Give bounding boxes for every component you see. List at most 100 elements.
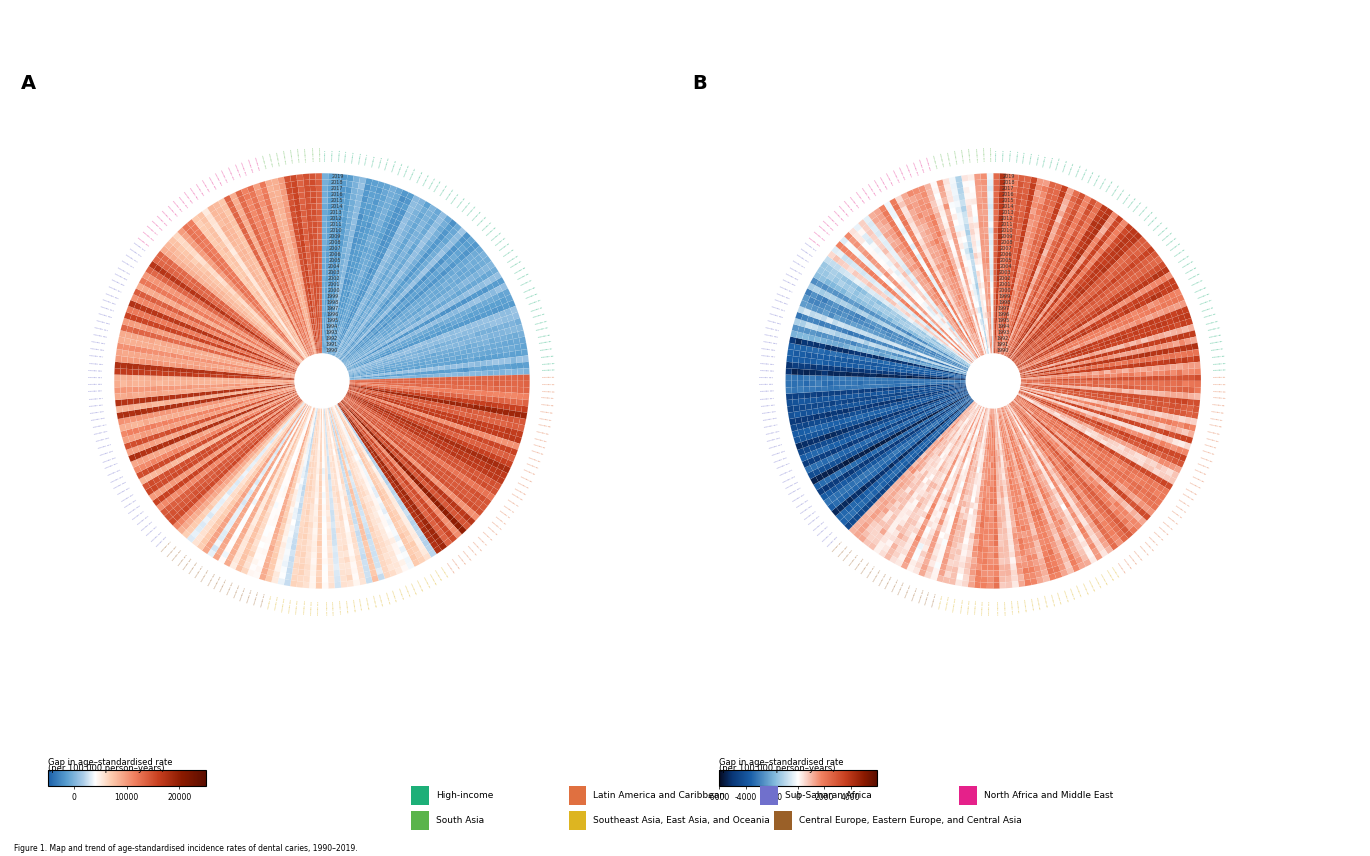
Polygon shape bbox=[275, 306, 281, 312]
Polygon shape bbox=[290, 370, 296, 372]
Polygon shape bbox=[399, 243, 406, 251]
Polygon shape bbox=[1022, 430, 1026, 436]
Polygon shape bbox=[222, 508, 230, 516]
Polygon shape bbox=[1071, 297, 1077, 303]
Polygon shape bbox=[1025, 389, 1032, 391]
Polygon shape bbox=[356, 360, 362, 364]
Polygon shape bbox=[954, 276, 958, 282]
Polygon shape bbox=[1051, 240, 1058, 247]
Polygon shape bbox=[815, 376, 822, 381]
Polygon shape bbox=[1070, 419, 1077, 425]
Polygon shape bbox=[278, 414, 284, 419]
Polygon shape bbox=[797, 375, 804, 381]
Polygon shape bbox=[292, 368, 297, 372]
Polygon shape bbox=[937, 427, 944, 433]
Polygon shape bbox=[995, 312, 997, 318]
Polygon shape bbox=[188, 393, 193, 397]
Polygon shape bbox=[954, 359, 959, 362]
Polygon shape bbox=[296, 538, 303, 545]
Polygon shape bbox=[347, 402, 352, 407]
Polygon shape bbox=[888, 228, 895, 236]
Polygon shape bbox=[516, 393, 523, 400]
Polygon shape bbox=[1091, 473, 1097, 479]
Polygon shape bbox=[974, 354, 978, 359]
Polygon shape bbox=[245, 431, 252, 437]
Polygon shape bbox=[1099, 527, 1107, 536]
Polygon shape bbox=[381, 304, 386, 310]
Polygon shape bbox=[352, 574, 359, 580]
Polygon shape bbox=[429, 285, 437, 292]
Polygon shape bbox=[1018, 369, 1025, 372]
Polygon shape bbox=[940, 493, 945, 500]
Polygon shape bbox=[374, 354, 379, 359]
Polygon shape bbox=[467, 427, 474, 434]
Polygon shape bbox=[297, 284, 301, 290]
Polygon shape bbox=[195, 501, 203, 508]
Polygon shape bbox=[196, 314, 203, 320]
Polygon shape bbox=[1119, 405, 1126, 410]
Polygon shape bbox=[427, 312, 434, 319]
Polygon shape bbox=[269, 360, 274, 364]
Polygon shape bbox=[323, 342, 326, 348]
Polygon shape bbox=[349, 248, 355, 255]
Polygon shape bbox=[244, 448, 251, 455]
Polygon shape bbox=[1100, 408, 1107, 413]
Polygon shape bbox=[1022, 362, 1029, 366]
Polygon shape bbox=[225, 419, 232, 425]
Polygon shape bbox=[895, 363, 901, 366]
Polygon shape bbox=[1041, 493, 1047, 500]
Polygon shape bbox=[858, 338, 864, 344]
Polygon shape bbox=[503, 302, 510, 310]
Polygon shape bbox=[353, 321, 359, 327]
Polygon shape bbox=[806, 352, 812, 359]
Polygon shape bbox=[970, 421, 974, 427]
Polygon shape bbox=[403, 331, 410, 336]
Polygon shape bbox=[138, 381, 144, 387]
Polygon shape bbox=[871, 537, 880, 545]
Polygon shape bbox=[308, 425, 311, 431]
Text: Country 111: Country 111 bbox=[932, 593, 937, 607]
Polygon shape bbox=[981, 504, 985, 510]
Polygon shape bbox=[281, 194, 288, 201]
Polygon shape bbox=[1033, 215, 1040, 222]
Polygon shape bbox=[416, 233, 425, 241]
Polygon shape bbox=[960, 525, 966, 532]
Polygon shape bbox=[403, 345, 408, 349]
Polygon shape bbox=[323, 318, 326, 324]
Polygon shape bbox=[348, 273, 352, 280]
Polygon shape bbox=[1143, 482, 1151, 490]
Polygon shape bbox=[284, 511, 289, 518]
Polygon shape bbox=[1093, 410, 1100, 414]
Polygon shape bbox=[174, 452, 181, 459]
Polygon shape bbox=[297, 413, 301, 419]
Polygon shape bbox=[936, 291, 941, 298]
Polygon shape bbox=[936, 199, 943, 206]
Polygon shape bbox=[870, 435, 877, 442]
Polygon shape bbox=[136, 414, 142, 421]
Polygon shape bbox=[915, 307, 922, 314]
Text: Country 36: Country 36 bbox=[1189, 274, 1200, 280]
Polygon shape bbox=[344, 458, 348, 465]
Polygon shape bbox=[288, 494, 293, 501]
Polygon shape bbox=[359, 367, 366, 371]
Polygon shape bbox=[844, 437, 852, 443]
Polygon shape bbox=[360, 342, 366, 348]
Polygon shape bbox=[966, 362, 971, 366]
Polygon shape bbox=[936, 464, 941, 471]
Polygon shape bbox=[427, 462, 434, 470]
Text: Country 72: Country 72 bbox=[499, 510, 510, 519]
Polygon shape bbox=[390, 377, 397, 379]
Text: Country 47: Country 47 bbox=[1211, 348, 1223, 351]
Polygon shape bbox=[247, 421, 253, 427]
Polygon shape bbox=[269, 452, 274, 459]
Text: Country 151: Country 151 bbox=[89, 397, 103, 400]
Polygon shape bbox=[799, 320, 807, 327]
Polygon shape bbox=[1021, 383, 1026, 384]
Polygon shape bbox=[192, 265, 200, 273]
Polygon shape bbox=[351, 243, 356, 250]
Polygon shape bbox=[988, 570, 993, 577]
Polygon shape bbox=[381, 400, 388, 404]
Polygon shape bbox=[1140, 423, 1147, 429]
Polygon shape bbox=[1043, 289, 1048, 296]
Polygon shape bbox=[1012, 253, 1017, 259]
